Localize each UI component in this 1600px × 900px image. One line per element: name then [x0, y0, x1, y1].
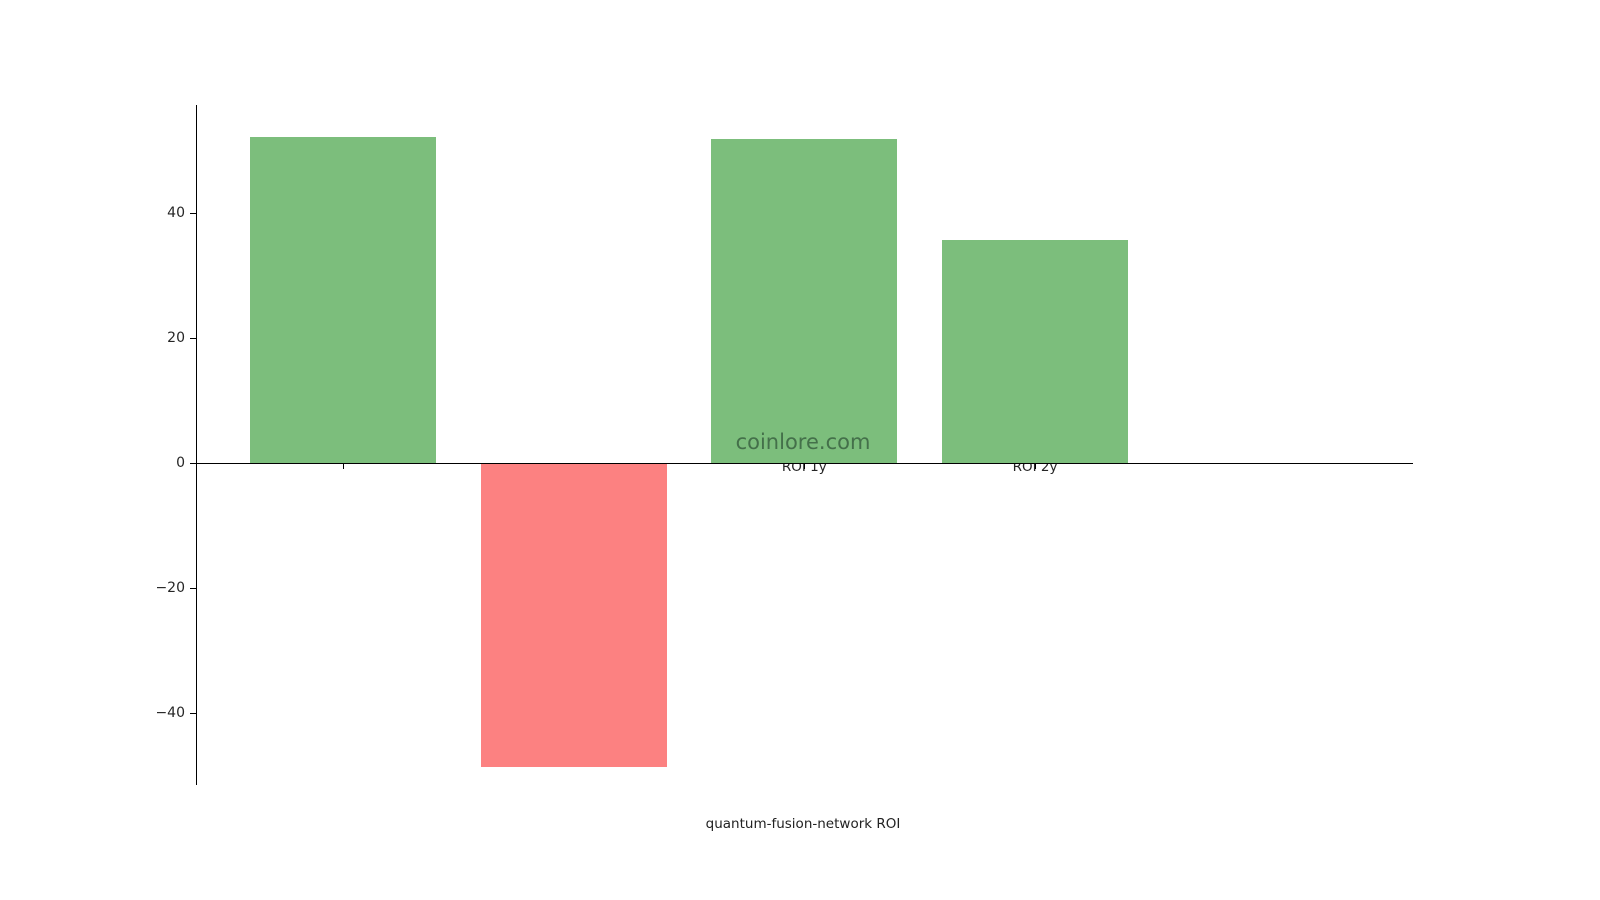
y-tick-label: 40 [167, 205, 185, 221]
y-tick [190, 338, 196, 339]
x-tick [343, 463, 344, 469]
bar-unlabeled-0 [250, 137, 436, 463]
y-tick-label: 20 [167, 330, 185, 346]
x-tick [1035, 463, 1036, 469]
x-axis-line [196, 463, 1413, 464]
y-tick-label: −40 [155, 705, 185, 721]
chart-title: quantum-fusion-network ROI [705, 816, 901, 832]
y-tick [190, 463, 196, 464]
y-tick-label: 0 [176, 455, 185, 471]
bar-ROI 1y [711, 138, 898, 463]
bar-unlabeled-1 [480, 463, 667, 767]
y-tick [190, 588, 196, 589]
x-tick [804, 463, 806, 469]
y-tick [190, 713, 196, 714]
y-tick [190, 213, 196, 214]
bar-ROI 2y [942, 239, 1128, 463]
y-tick-label: −20 [155, 580, 185, 596]
y-axis-line [196, 105, 197, 785]
watermark-text: coinlore.com [735, 430, 871, 454]
